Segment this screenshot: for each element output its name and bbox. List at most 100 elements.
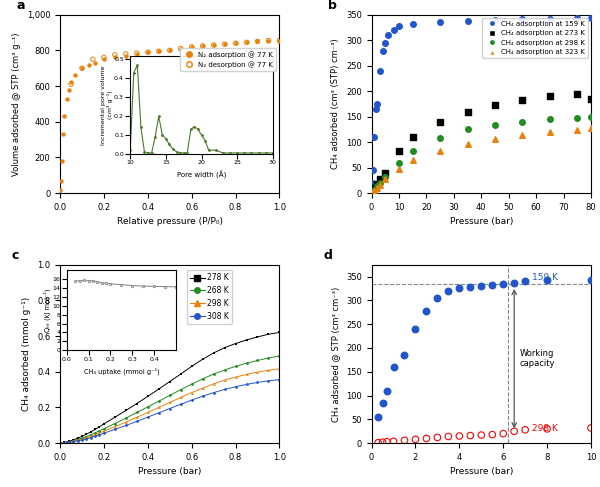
Point [143,48,152,56]
Point [408,156,418,164]
Point [572,90,582,97]
Point [408,20,418,28]
Point [380,39,390,47]
Point [198,42,208,50]
Point [400,351,409,359]
Point [490,135,500,143]
Point [586,276,596,284]
Point [231,39,241,47]
Point [380,169,390,177]
Legend: N₂ adsorption @ 77 K, N₂ desorption @ 77 K: N₂ adsorption @ 77 K, N₂ desorption @ 77… [179,48,276,71]
Point [400,436,409,444]
Point [263,37,273,44]
Point [476,431,486,439]
Point [373,413,383,421]
Point [520,278,530,285]
Point [382,387,392,394]
Point [77,64,87,72]
Point [88,56,98,63]
X-axis label: Pressure (bar): Pressure (bar) [449,218,513,226]
Point [367,189,377,197]
Point [490,16,500,23]
Point [408,133,418,141]
Point [367,188,377,196]
Point [165,46,175,54]
Point [499,430,508,437]
Point [520,426,530,434]
Point [436,134,445,142]
Point [545,15,554,22]
Point [490,101,500,109]
Point [64,86,74,94]
Point [99,56,109,63]
Point [66,80,76,88]
Point [99,54,109,61]
Point [373,439,383,447]
Point [58,157,67,165]
Y-axis label: CH₄ adsorbed (mmol g⁻¹): CH₄ adsorbed (mmol g⁻¹) [22,297,31,411]
X-axis label: Relative pressure (P/P₀): Relative pressure (P/P₀) [117,218,223,226]
X-axis label: Pressure (bar): Pressure (bar) [138,468,202,476]
Point [389,26,398,34]
Point [463,140,472,148]
Point [422,307,431,315]
Point [370,187,379,194]
Point [375,175,385,183]
Point [443,432,453,440]
Text: Working
capacity: Working capacity [520,349,555,368]
Point [372,180,382,188]
Text: b: b [328,0,337,12]
Point [62,94,71,102]
Point [132,50,142,58]
Point [490,121,500,129]
Point [476,282,486,290]
Point [370,184,379,192]
Point [455,432,464,440]
Point [408,147,418,155]
Text: 159 K: 159 K [532,273,558,282]
Point [378,47,388,55]
Point [389,363,398,371]
Point [382,438,392,446]
Point [84,61,94,69]
Point [66,78,76,86]
Point [394,22,404,30]
Point [375,67,385,75]
Point [586,125,596,132]
Point [77,64,87,72]
Point [383,31,393,39]
Point [371,105,380,113]
Point [370,186,379,193]
Point [275,37,284,44]
Y-axis label: CH₄ adsorbed (cm³ (STP) cm⁻³): CH₄ adsorbed (cm³ (STP) cm⁻³) [331,38,340,169]
Point [58,131,68,138]
Point [586,14,596,22]
Point [375,179,385,187]
Point [370,133,379,141]
Point [375,181,385,188]
Point [143,48,152,56]
Point [154,47,164,55]
Point [253,37,262,45]
Legend: CH₄ adsorption at 159 K, CH₄ adsorption at 273 K, CH₄ adsorption at 298 K, CH₄ a: CH₄ adsorption at 159 K, CH₄ adsorption … [482,18,587,58]
Point [509,428,519,435]
Point [487,431,497,438]
Point [586,113,596,121]
Point [586,95,596,103]
Point [433,433,442,441]
Point [367,189,377,197]
Point [220,40,229,48]
Point [187,43,196,51]
X-axis label: Pressure (bar): Pressure (bar) [449,468,513,476]
Point [154,47,164,55]
Point [372,100,382,108]
Y-axis label: CH₄ adsorbed @ STP (cm³ cm⁻³): CH₄ adsorbed @ STP (cm³ cm⁻³) [331,286,340,422]
Point [121,50,131,58]
Point [378,438,388,446]
Point [372,182,382,190]
Point [586,424,596,432]
Point [443,287,453,295]
Point [242,38,251,46]
Text: c: c [12,249,19,262]
Text: a: a [16,0,25,12]
